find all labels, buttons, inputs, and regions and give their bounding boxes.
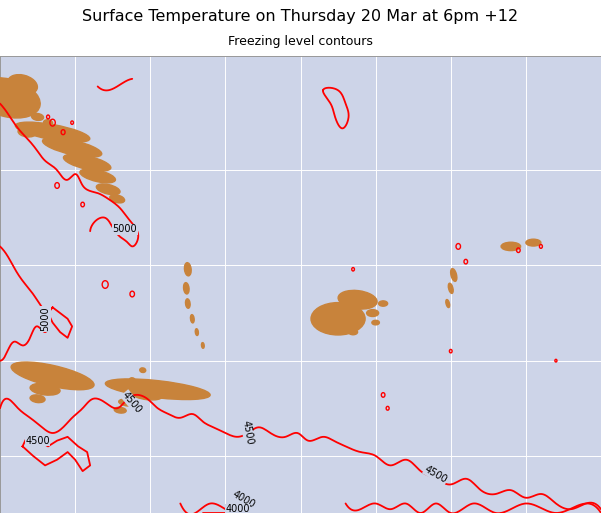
Ellipse shape	[110, 195, 124, 203]
Ellipse shape	[64, 154, 111, 171]
Ellipse shape	[105, 379, 210, 400]
Ellipse shape	[30, 395, 45, 403]
Ellipse shape	[379, 301, 388, 306]
Text: Surface Temperature on Thursday 20 Mar at 6pm +12: Surface Temperature on Thursday 20 Mar a…	[82, 9, 519, 24]
Ellipse shape	[311, 303, 365, 335]
Ellipse shape	[11, 362, 94, 390]
Ellipse shape	[43, 137, 102, 157]
Ellipse shape	[186, 299, 190, 308]
Text: 4500: 4500	[120, 390, 144, 415]
Text: Freezing level contours: Freezing level contours	[228, 35, 373, 49]
Ellipse shape	[44, 120, 52, 126]
Ellipse shape	[140, 368, 145, 372]
Text: 4500: 4500	[25, 436, 50, 446]
Text: 5000: 5000	[112, 224, 137, 234]
Ellipse shape	[446, 300, 450, 307]
Text: 4500: 4500	[423, 464, 449, 485]
Ellipse shape	[8, 74, 37, 94]
Ellipse shape	[96, 184, 120, 194]
Ellipse shape	[0, 78, 40, 118]
Ellipse shape	[130, 378, 135, 382]
Text: 4500: 4500	[241, 420, 255, 446]
Ellipse shape	[526, 239, 541, 246]
Text: 5000: 5000	[40, 306, 50, 331]
Ellipse shape	[201, 343, 204, 348]
Ellipse shape	[367, 310, 379, 317]
Ellipse shape	[372, 320, 379, 325]
Ellipse shape	[349, 329, 358, 335]
Ellipse shape	[338, 290, 377, 309]
Ellipse shape	[185, 263, 191, 276]
Ellipse shape	[119, 399, 136, 406]
Ellipse shape	[114, 407, 126, 413]
Ellipse shape	[501, 242, 520, 251]
Ellipse shape	[18, 127, 36, 137]
Text: 4000: 4000	[225, 504, 249, 513]
Ellipse shape	[191, 314, 194, 323]
Text: 4000: 4000	[230, 489, 257, 510]
Ellipse shape	[183, 283, 189, 294]
Ellipse shape	[451, 269, 457, 281]
Ellipse shape	[30, 383, 60, 395]
Ellipse shape	[448, 283, 453, 293]
Ellipse shape	[16, 122, 90, 142]
Ellipse shape	[32, 113, 43, 121]
Ellipse shape	[195, 329, 198, 336]
Ellipse shape	[80, 169, 115, 183]
Ellipse shape	[132, 390, 162, 400]
